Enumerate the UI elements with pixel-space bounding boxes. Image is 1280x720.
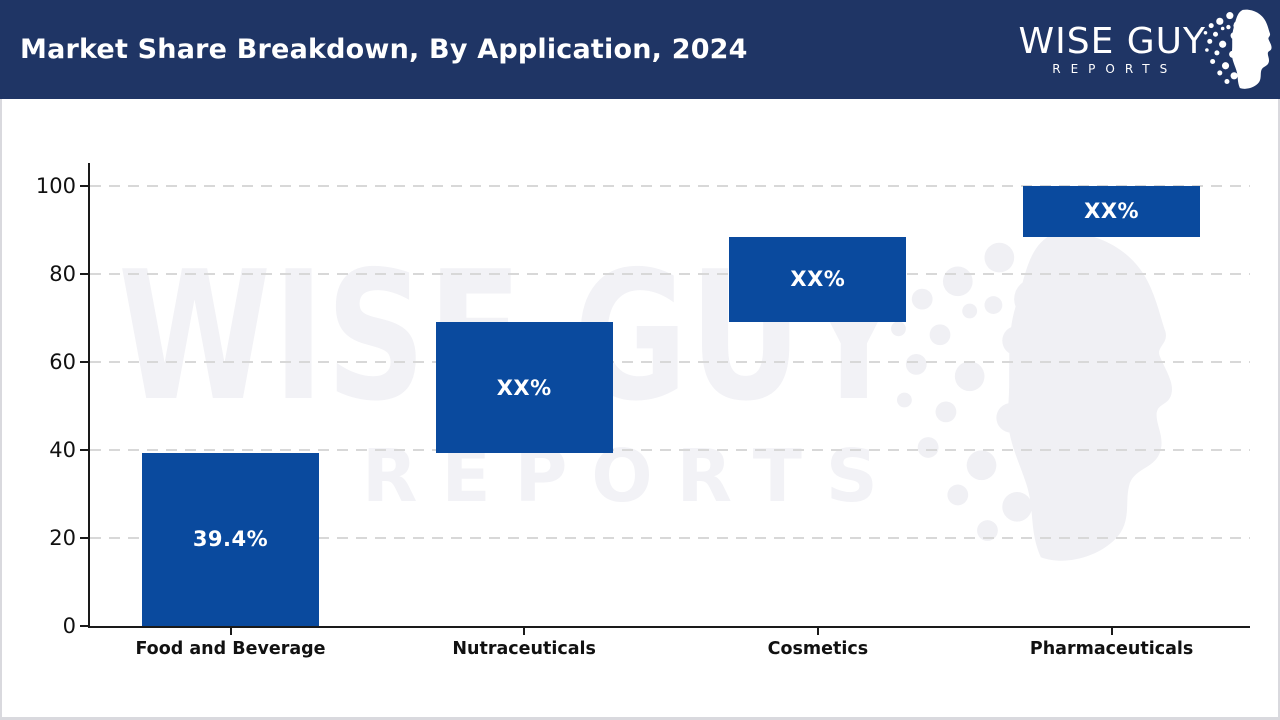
page-title: Market Share Breakdown, By Application, …	[20, 34, 748, 65]
y-axis-tick-label: 40	[49, 438, 76, 462]
y-axis-tick	[80, 273, 88, 275]
header-bar: Market Share Breakdown, By Application, …	[0, 0, 1280, 99]
x-axis-tick	[1110, 627, 1113, 635]
brand-logo-text: WISE GUY REPORTS	[1019, 23, 1207, 76]
x-axis-tick	[816, 627, 819, 635]
bar-value-label: XX%	[790, 267, 846, 292]
bar-value-label: XX%	[1084, 199, 1140, 224]
brand-logo: WISE GUY REPORTS	[1019, 7, 1275, 93]
y-axis-tick-label: 100	[35, 174, 76, 198]
bar-segment: XX%	[1023, 186, 1201, 237]
bar-value-label: 39.4%	[192, 527, 269, 552]
brand-name: WISE GUY	[1018, 21, 1206, 63]
x-axis-category-label: Food and Beverage	[135, 639, 326, 659]
gridline	[90, 449, 1250, 451]
gridline	[90, 361, 1250, 363]
y-axis-tick	[80, 361, 88, 363]
bar-segment: XX%	[435, 322, 613, 453]
y-axis-tick-label: 20	[49, 526, 76, 550]
x-axis-line	[88, 626, 1250, 628]
y-axis-tick-label: 60	[49, 350, 76, 374]
y-axis-line	[88, 163, 90, 628]
gridline	[90, 537, 1250, 539]
gridline	[90, 273, 1250, 275]
brand-subname: REPORTS	[1052, 61, 1178, 76]
x-axis-tick	[229, 627, 232, 635]
y-axis-tick	[80, 625, 88, 627]
gridline	[90, 185, 1250, 187]
x-axis-tick	[523, 627, 526, 635]
bar-value-label: XX%	[496, 375, 552, 400]
y-axis-tick	[80, 537, 88, 539]
y-axis-tick-label: 80	[49, 262, 76, 286]
y-axis-tick	[80, 449, 88, 451]
bar-segment: 39.4%	[142, 452, 319, 626]
y-axis-tick	[80, 185, 88, 187]
y-axis-tick-label: 0	[62, 614, 76, 638]
x-axis-category-label: Nutraceuticals	[452, 639, 596, 659]
dotted-head-profile-icon	[1203, 9, 1272, 89]
bar-segment: XX%	[729, 236, 907, 323]
x-axis-category-label: Pharmaceuticals	[1029, 639, 1194, 659]
x-axis-category-label: Cosmetics	[767, 639, 869, 659]
